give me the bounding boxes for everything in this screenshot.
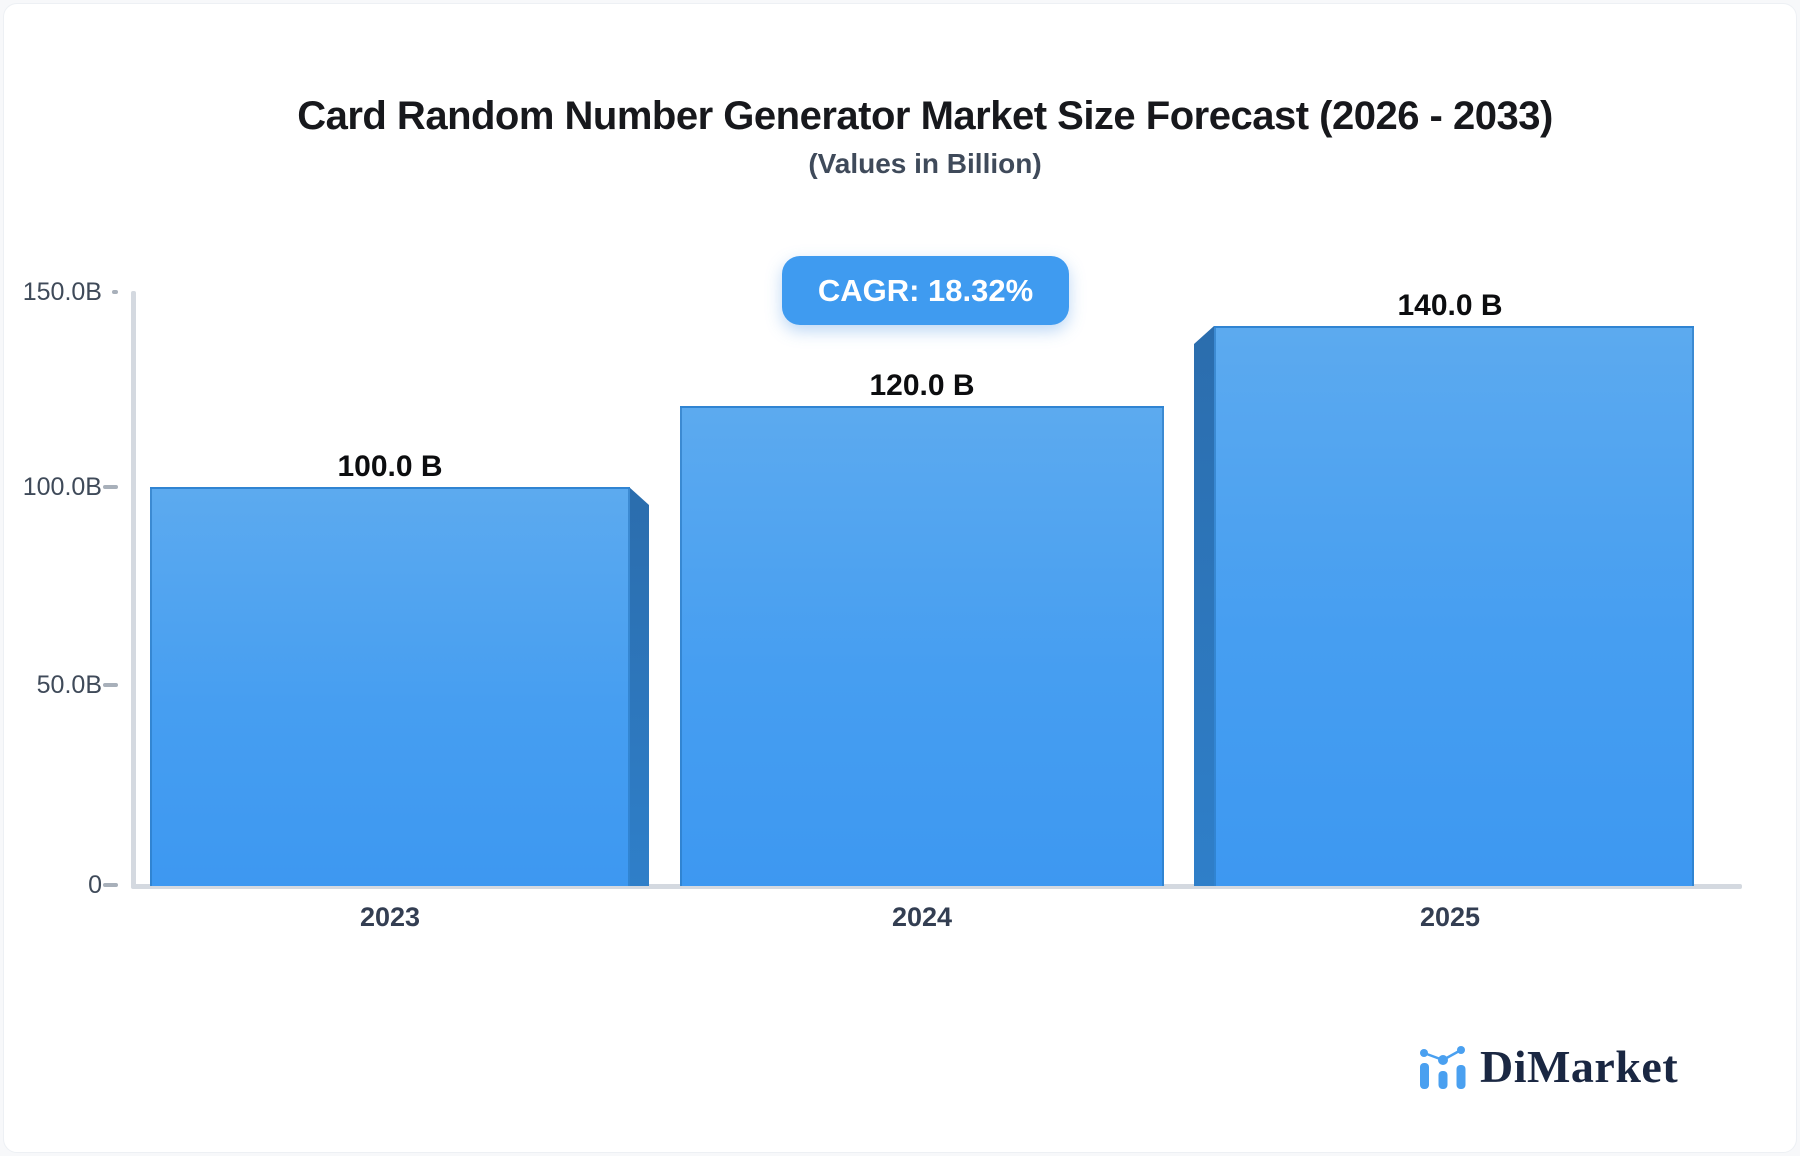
bar-2024 xyxy=(680,406,1164,886)
chart-subtitle: (Values in Billion) xyxy=(808,148,1042,179)
bar-value-label: 120.0 B xyxy=(869,369,975,402)
bar-2023 xyxy=(150,487,630,886)
y-tick-mark xyxy=(103,683,118,687)
bar-2023-side xyxy=(629,487,649,886)
bar-chart-logo-icon xyxy=(1418,1042,1468,1090)
y-tick-label: 0 xyxy=(88,871,102,899)
x-tick-label: 2024 xyxy=(891,902,953,932)
y-tick-mark xyxy=(103,485,118,489)
chart-title: Card Random Number Generator Market Size… xyxy=(297,94,1553,138)
y-tick-mark xyxy=(103,883,118,887)
x-tick-label: 2023 xyxy=(359,902,421,932)
y-axis-line xyxy=(131,291,136,887)
brand-logo: DiMarket xyxy=(1418,1040,1678,1092)
bar-value-label: 100.0 B xyxy=(337,450,443,483)
y-tick-label: 100.0B xyxy=(22,473,102,501)
y-tick-label: 150.0B xyxy=(22,278,102,306)
y-tick-mark xyxy=(112,290,118,294)
x-tick-label: 2025 xyxy=(1419,902,1481,932)
bar-2025-side xyxy=(1194,326,1214,886)
y-tick-label: 50.0B xyxy=(36,671,102,699)
bar-value-label: 140.0 B xyxy=(1397,289,1503,322)
cagr-badge: CAGR: 18.32% xyxy=(782,256,1069,325)
bar-2025 xyxy=(1214,326,1694,886)
brand-name: DiMarket xyxy=(1480,1040,1679,1092)
x-axis-line xyxy=(131,884,1742,889)
